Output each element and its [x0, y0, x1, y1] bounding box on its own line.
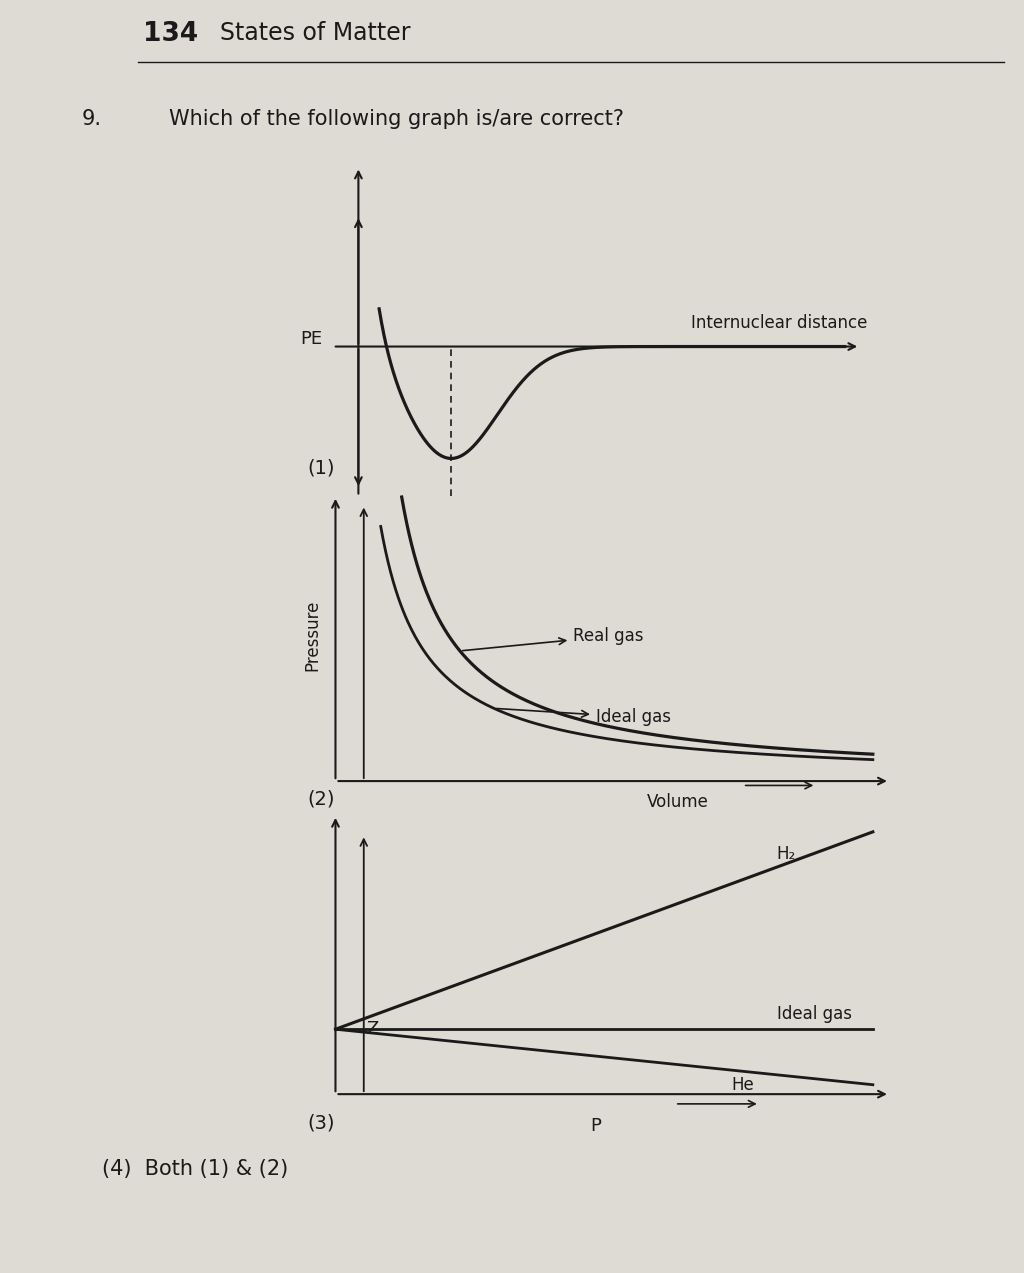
Text: Ideal gas: Ideal gas [497, 708, 671, 726]
Text: Ideal gas: Ideal gas [776, 1004, 852, 1022]
Text: 9.: 9. [82, 109, 102, 130]
Text: He: He [731, 1076, 755, 1094]
Text: Real gas: Real gas [463, 628, 643, 651]
Text: P: P [590, 1116, 601, 1134]
Text: PE: PE [300, 330, 323, 348]
Text: H₂: H₂ [776, 845, 796, 863]
Text: (3): (3) [307, 1114, 335, 1133]
Text: Internuclear distance: Internuclear distance [691, 313, 867, 331]
Text: Which of the following graph is/are correct?: Which of the following graph is/are corr… [169, 109, 624, 130]
Text: Volume: Volume [646, 793, 709, 811]
Text: Z: Z [367, 1020, 379, 1039]
Text: Pressure: Pressure [304, 600, 322, 671]
Text: 134: 134 [143, 20, 199, 47]
Text: (1): (1) [307, 458, 335, 477]
Text: (2): (2) [307, 789, 335, 808]
Text: States of Matter: States of Matter [220, 20, 411, 45]
Text: (4)  Both (1) & (2): (4) Both (1) & (2) [102, 1158, 289, 1179]
